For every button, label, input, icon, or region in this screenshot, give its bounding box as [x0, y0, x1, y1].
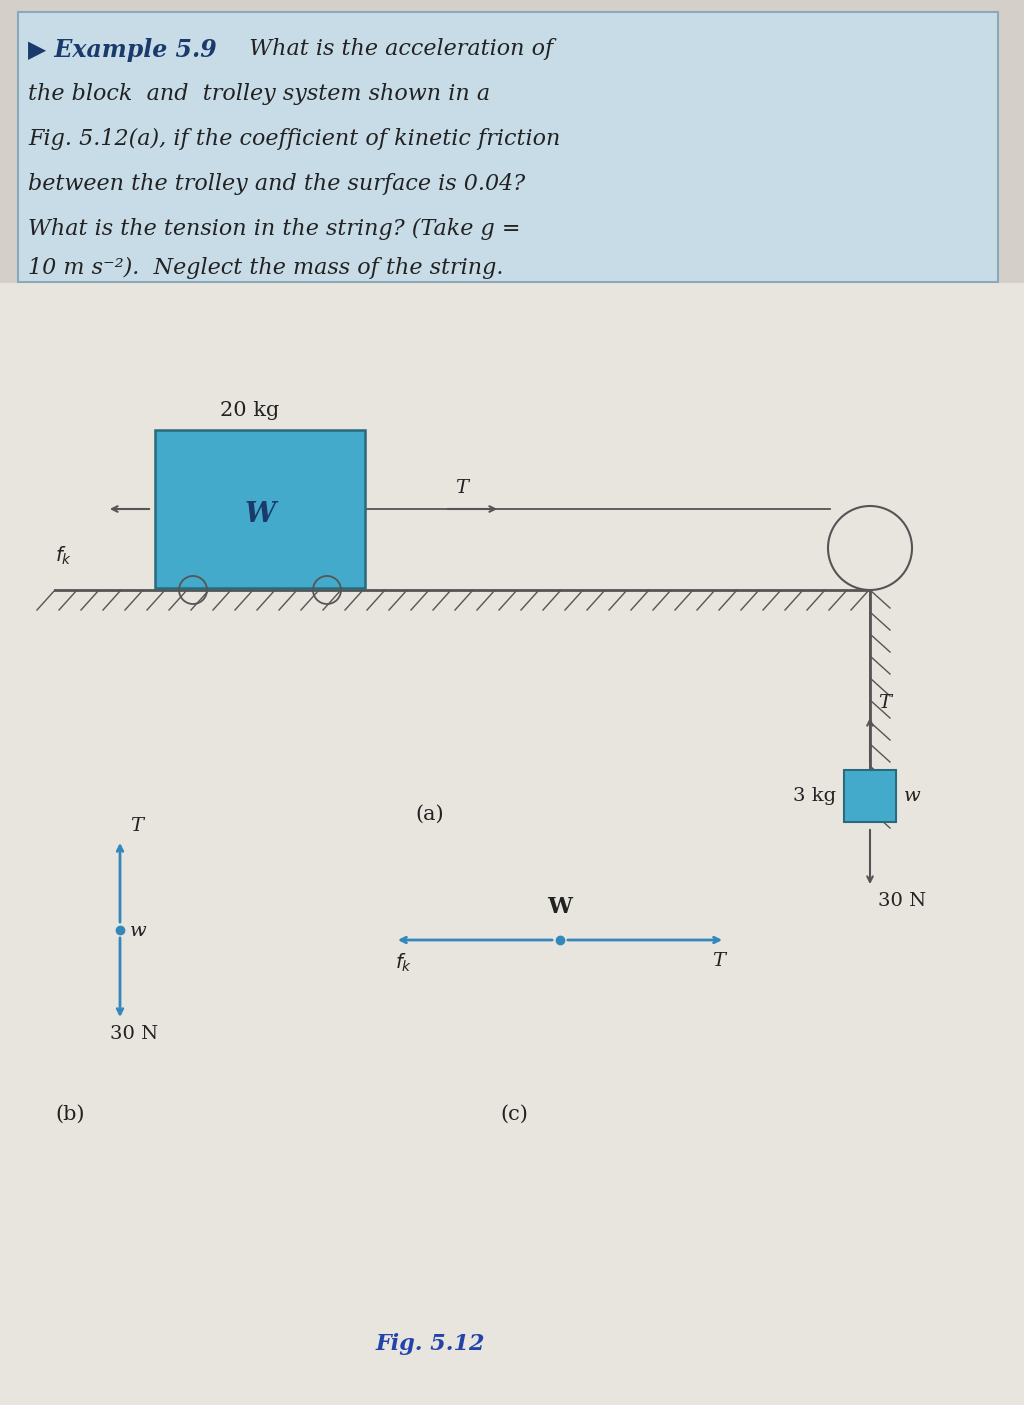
Text: 30 N: 30 N	[110, 1026, 158, 1043]
Text: T: T	[130, 816, 143, 835]
Text: (a): (a)	[416, 805, 444, 823]
Text: 3 kg: 3 kg	[793, 787, 836, 805]
Text: between the trolley and the surface is 0.04?: between the trolley and the surface is 0…	[28, 173, 525, 195]
Text: Fig. 5.12(a), if the coefficient of kinetic friction: Fig. 5.12(a), if the coefficient of kine…	[28, 128, 560, 150]
Text: ▶ Example 5.9: ▶ Example 5.9	[28, 38, 217, 62]
Text: 10 m s⁻²).  Neglect the mass of the string.: 10 m s⁻²). Neglect the mass of the strin…	[28, 257, 504, 280]
Text: What is the tension in the string? (Take g =: What is the tension in the string? (Take…	[28, 218, 520, 240]
Text: W: W	[245, 500, 275, 527]
Text: T: T	[455, 479, 468, 497]
Text: 30 N: 30 N	[878, 892, 926, 910]
FancyBboxPatch shape	[18, 13, 998, 282]
Text: (b): (b)	[55, 1104, 85, 1124]
Text: T: T	[712, 953, 725, 969]
Bar	[844, 770, 896, 822]
Bar	[155, 430, 365, 589]
Text: w: w	[130, 922, 146, 940]
Text: Fig. 5.12: Fig. 5.12	[375, 1333, 484, 1354]
Text: $f_k$: $f_k$	[55, 545, 73, 568]
Text: w: w	[904, 787, 921, 805]
FancyBboxPatch shape	[0, 282, 1024, 1405]
Text: $f_k$: $f_k$	[395, 953, 413, 974]
Text: What is the acceleration of: What is the acceleration of	[234, 38, 553, 60]
Text: T: T	[878, 694, 891, 712]
Text: the block  and  trolley system shown in a: the block and trolley system shown in a	[28, 83, 490, 105]
Text: W: W	[548, 896, 572, 917]
Text: 20 kg: 20 kg	[220, 400, 280, 420]
Text: (c): (c)	[500, 1104, 528, 1124]
